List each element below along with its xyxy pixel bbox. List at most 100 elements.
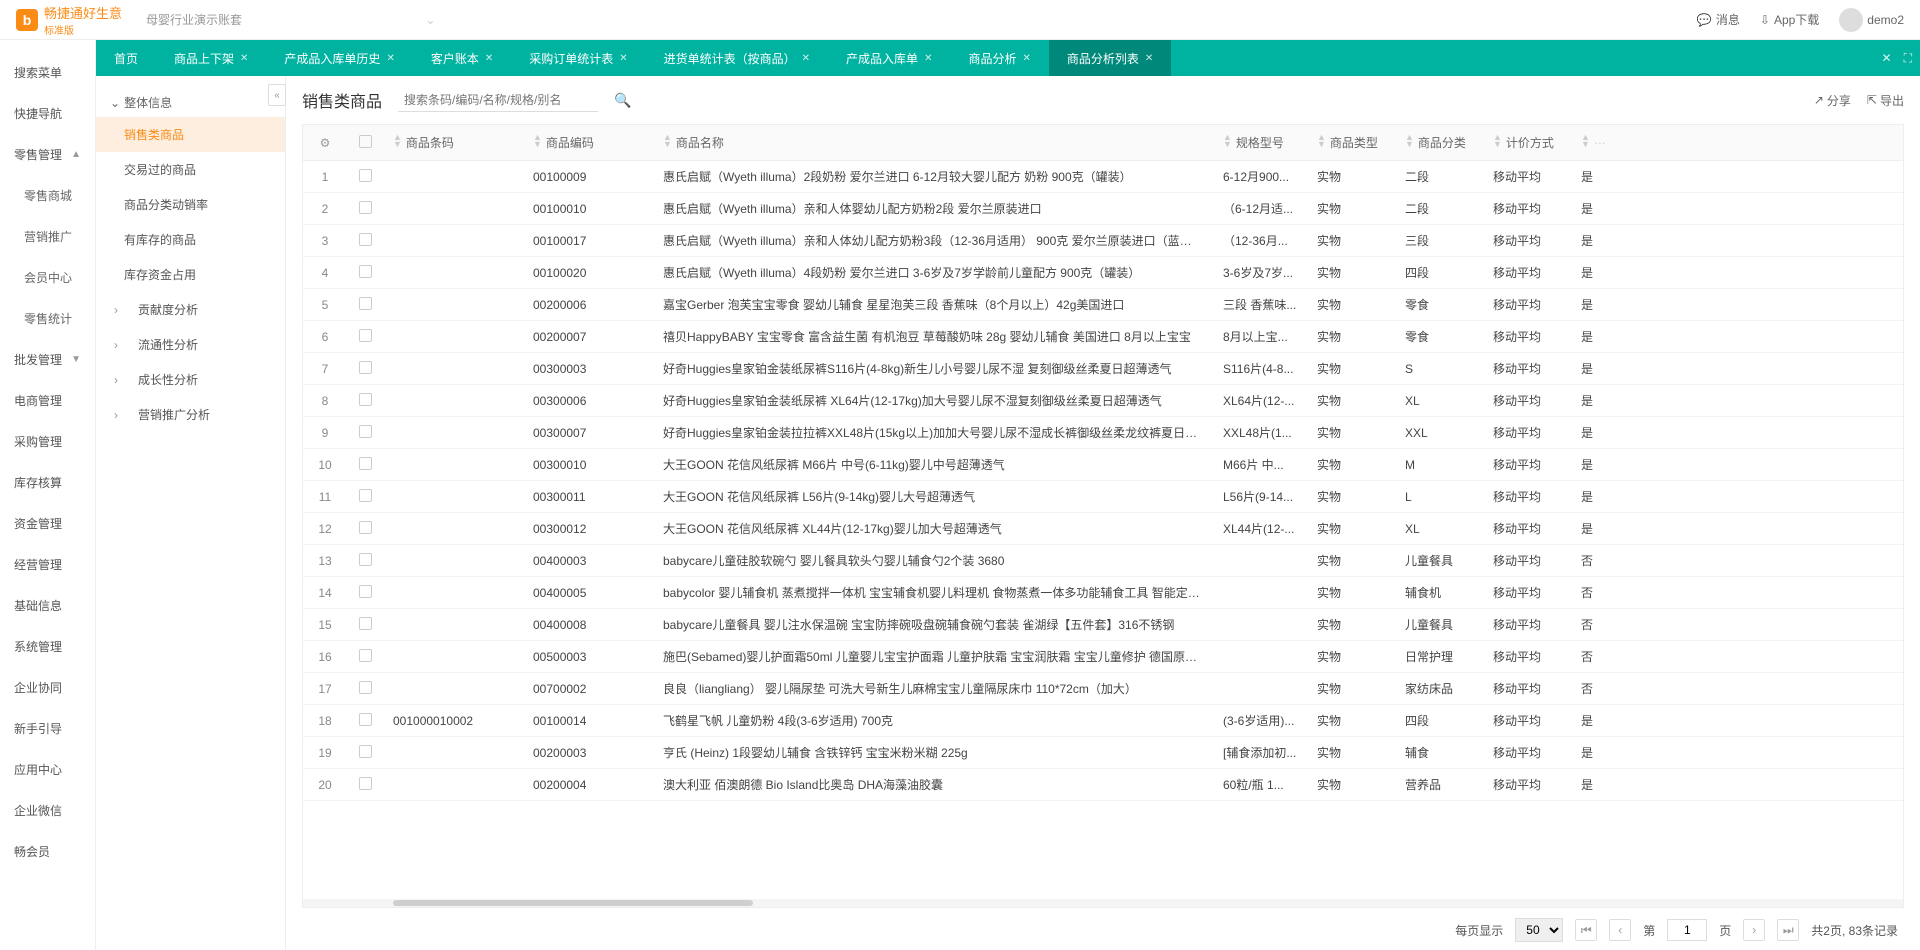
leftnav-item[interactable]: 资金管理 (0, 503, 95, 544)
messages-link[interactable]: 💬 消息 (1697, 11, 1740, 28)
table-row[interactable]: 1800100001000200100014飞鹤星飞帆 儿童奶粉 4段(3-6岁… (303, 705, 1903, 737)
table-row[interactable]: 900300007好奇Huggies皇家铂金装拉拉裤XXL48片(15kg以上)… (303, 417, 1903, 449)
page-next-button[interactable]: › (1743, 919, 1765, 941)
table-row[interactable]: 1700700002良良（liangliang） 婴儿隔尿垫 可洗大号新生儿麻棉… (303, 673, 1903, 705)
search-input[interactable] (398, 89, 598, 112)
sidepanel-item[interactable]: 营销推广分析 (96, 397, 285, 432)
export-button[interactable]: ⇱ 导出 (1867, 92, 1904, 109)
tab-fullscreen-icon[interactable]: ⛶ (1904, 51, 1912, 66)
page-first-button[interactable]: ⏮ (1575, 919, 1597, 941)
row-checkbox[interactable] (347, 649, 383, 665)
tab-close-icon[interactable]: ✕ (1145, 53, 1153, 64)
row-checkbox[interactable] (347, 361, 383, 377)
tab-close-icon[interactable]: ✕ (386, 53, 394, 64)
row-checkbox[interactable] (347, 297, 383, 313)
row-checkbox[interactable] (347, 329, 383, 345)
leftnav-subitem[interactable]: 营销推广 (0, 216, 95, 257)
table-row[interactable]: 800300006好奇Huggies皇家铂金装纸尿裤 XL64片(12-17kg… (303, 385, 1903, 417)
tab[interactable]: 客户账本✕ (413, 40, 511, 76)
page-input[interactable] (1667, 919, 1707, 941)
col-spec[interactable]: ▲▼规格型号 (1213, 134, 1307, 151)
leftnav-item[interactable]: 基础信息 (0, 585, 95, 626)
col-flag[interactable]: ▲▼批发 (1571, 134, 1619, 151)
sidepanel-item[interactable]: 流通性分析 (96, 327, 285, 362)
row-checkbox[interactable] (347, 393, 383, 409)
table-row[interactable]: 700300003好奇Huggies皇家铂金装纸尿裤S116片(4-8kg)新生… (303, 353, 1903, 385)
table-row[interactable]: 300100017惠氏启赋（Wyeth illuma）亲和人体幼儿配方奶粉3段（… (303, 225, 1903, 257)
tab-close-icon[interactable]: ✕ (1022, 53, 1030, 64)
row-checkbox[interactable] (347, 745, 383, 761)
leftnav-subitem[interactable]: 零售商城 (0, 175, 95, 216)
scrollbar-thumb[interactable] (393, 900, 753, 906)
row-checkbox[interactable] (347, 553, 383, 569)
account-selector[interactable]: 母婴行业演示账套 (146, 11, 1697, 28)
horizontal-scrollbar[interactable] (303, 899, 1903, 907)
app-download-link[interactable]: ⇩ App下载 (1760, 11, 1819, 28)
row-checkbox[interactable] (347, 201, 383, 217)
tab-close-icon[interactable]: ✕ (619, 53, 627, 64)
sidepanel-item[interactable]: 有库存的商品 (96, 222, 285, 257)
row-checkbox[interactable] (347, 585, 383, 601)
leftnav-subitem[interactable]: 会员中心 (0, 257, 95, 298)
leftnav-item[interactable]: 电商管理 (0, 380, 95, 421)
table-row[interactable]: 1200300012大王GOON 花信风纸尿裤 XL44片(12-17kg)婴儿… (303, 513, 1903, 545)
tab[interactable]: 商品分析列表✕ (1049, 40, 1171, 76)
sidepanel-collapse-icon[interactable]: « (268, 84, 286, 106)
leftnav-item[interactable]: 采购管理 (0, 421, 95, 462)
leftnav-item[interactable]: 批发管理▼ (0, 339, 95, 380)
tab-close-icon[interactable]: ✕ (924, 53, 932, 64)
page-prev-button[interactable]: ‹ (1609, 919, 1631, 941)
sidepanel-item[interactable]: 交易过的商品 (96, 152, 285, 187)
table-row[interactable]: 2000200004澳大利亚 佰澳朗德 Bio Island比奥岛 DHA海藻油… (303, 769, 1903, 801)
col-pricing[interactable]: ▲▼计价方式 (1483, 134, 1571, 151)
table-row[interactable]: 1300400003babycare儿童硅胶软碗勺 婴儿餐具软头勺婴儿辅食勺2个… (303, 545, 1903, 577)
sidepanel-item[interactable]: 商品分类动销率 (96, 187, 285, 222)
leftnav-item[interactable]: 企业微信 (0, 790, 95, 831)
sidepanel-item[interactable]: 贡献度分析 (96, 292, 285, 327)
row-checkbox[interactable] (347, 489, 383, 505)
tab[interactable]: 采购订单统计表✕ (511, 40, 645, 76)
row-checkbox[interactable] (347, 681, 383, 697)
tab[interactable]: 进货单统计表（按商品）✕ (646, 40, 828, 76)
leftnav-item[interactable]: 新手引导 (0, 708, 95, 749)
col-code[interactable]: ▲▼商品编码 (523, 134, 653, 151)
tab[interactable]: 商品上下架✕ (156, 40, 266, 76)
sidepanel-item[interactable]: 成长性分析 (96, 362, 285, 397)
table-row[interactable]: 200100010惠氏启赋（Wyeth illuma）亲和人体婴幼儿配方奶粉2段… (303, 193, 1903, 225)
row-checkbox[interactable] (347, 265, 383, 281)
leftnav-item[interactable]: 经营管理 (0, 544, 95, 585)
col-barcode[interactable]: ▲▼商品条码 (383, 134, 523, 151)
table-row[interactable]: 600200007禧贝HappyBABY 宝宝零食 富含益生菌 有机泡豆 草莓酸… (303, 321, 1903, 353)
tab[interactable]: 首页 (96, 40, 156, 76)
tab-close-icon[interactable]: ✕ (240, 53, 248, 64)
select-all-checkbox[interactable] (347, 135, 383, 151)
table-row[interactable]: 1600500003施巴(Sebamed)婴儿护面霜50ml 儿童婴儿宝宝护面霜… (303, 641, 1903, 673)
row-checkbox[interactable] (347, 521, 383, 537)
tab[interactable]: 商品分析✕ (950, 40, 1048, 76)
leftnav-item[interactable]: 快捷导航 (0, 93, 95, 134)
page-last-button[interactable]: ⏭ (1777, 919, 1799, 941)
row-checkbox[interactable] (347, 233, 383, 249)
perpage-select[interactable]: 50 (1515, 918, 1563, 942)
row-checkbox[interactable] (347, 425, 383, 441)
leftnav-item[interactable]: 零售管理▲ (0, 134, 95, 175)
share-button[interactable]: ↗ 分享 (1814, 92, 1851, 109)
table-row[interactable]: 500200006嘉宝Gerber 泡芙宝宝零食 婴幼儿辅食 星星泡芙三段 香蕉… (303, 289, 1903, 321)
search-icon[interactable]: 🔍 (614, 92, 631, 109)
sidepanel-item[interactable]: 销售类商品 (96, 117, 285, 152)
table-row[interactable]: 1500400008babycare儿童餐具 婴儿注水保温碗 宝宝防摔碗吸盘碗辅… (303, 609, 1903, 641)
table-row[interactable]: 400100020惠氏启赋（Wyeth illuma）4段奶粉 爱尔兰进口 3-… (303, 257, 1903, 289)
row-checkbox[interactable] (347, 169, 383, 185)
tab-close-all-icon[interactable]: ✕ (1882, 51, 1892, 65)
table-row[interactable]: 1100300011大王GOON 花信风纸尿裤 L56片(9-14kg)婴儿大号… (303, 481, 1903, 513)
tab-close-icon[interactable]: ✕ (802, 53, 810, 64)
tab-close-icon[interactable]: ✕ (485, 53, 493, 64)
col-type[interactable]: ▲▼商品类型 (1307, 134, 1395, 151)
row-checkbox[interactable] (347, 713, 383, 729)
table-row[interactable]: 100100009惠氏启赋（Wyeth illuma）2段奶粉 爱尔兰进口 6-… (303, 161, 1903, 193)
table-row[interactable]: 1400400005babycolor 婴儿辅食机 蒸煮搅拌一体机 宝宝辅食机婴… (303, 577, 1903, 609)
row-checkbox[interactable] (347, 617, 383, 633)
col-category[interactable]: ▲▼商品分类 (1395, 134, 1483, 151)
sidepanel-item[interactable]: 库存资金占用 (96, 257, 285, 292)
sidepanel-heading[interactable]: ⌄ 整体信息 (96, 88, 285, 117)
